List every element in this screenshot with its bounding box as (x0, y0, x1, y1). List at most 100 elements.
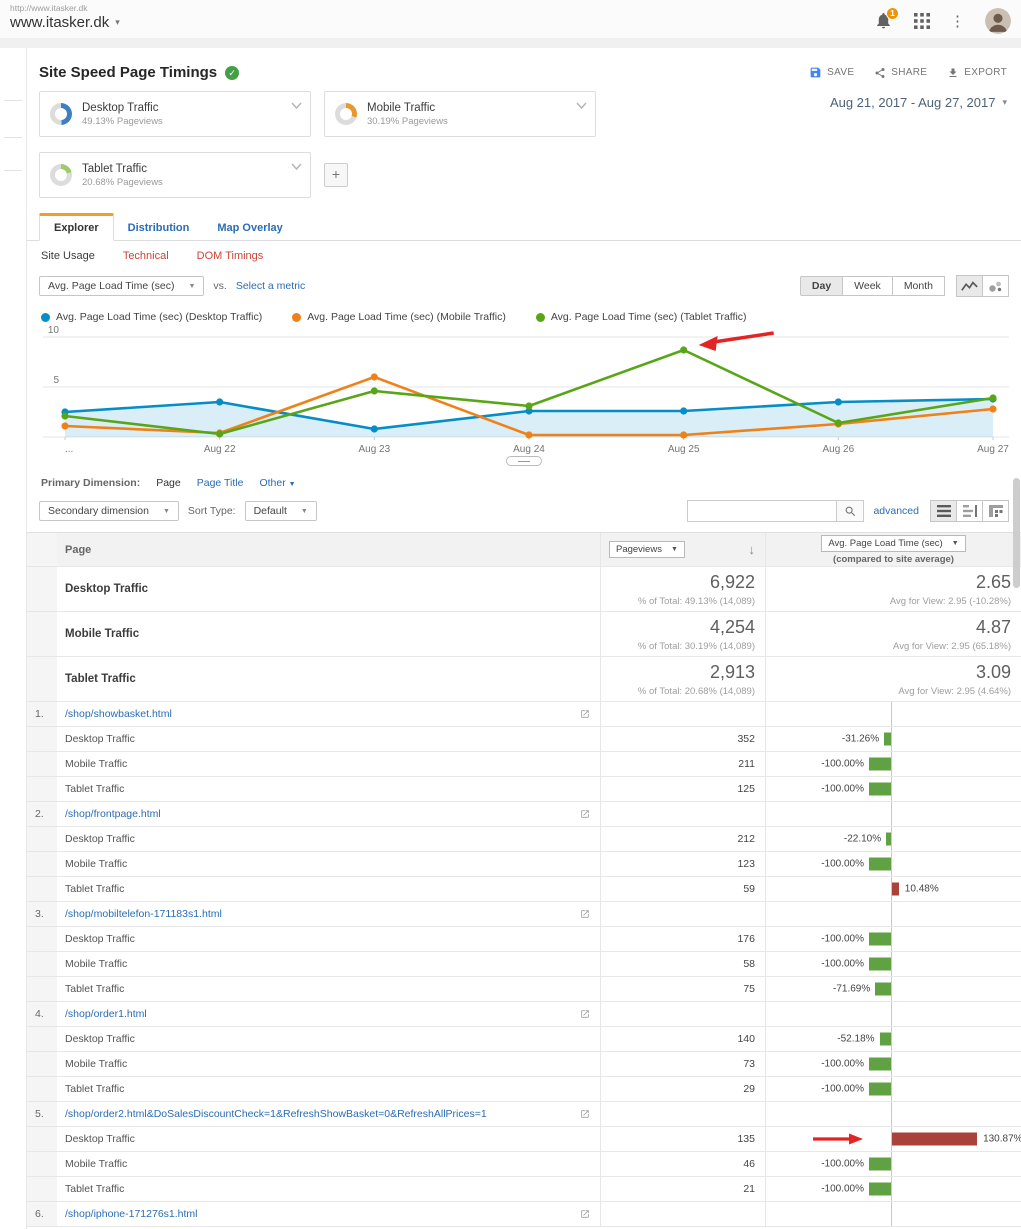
segment-card-desktop[interactable]: Desktop Traffic 49.13% Pageviews (39, 91, 311, 137)
granularity-day-button[interactable]: Day (799, 276, 844, 296)
granularity-month-button[interactable]: Month (891, 276, 945, 296)
metric-column-header: Avg. Page Load Time (sec) ▼ (compared to… (765, 533, 1021, 566)
collapsed-sidebar[interactable] (0, 48, 27, 1229)
svg-text:10: 10 (48, 325, 60, 336)
open-in-new-button[interactable] (580, 1009, 590, 1019)
change-value: -100.00% (821, 1183, 864, 1195)
open-in-new-button[interactable] (580, 909, 590, 919)
subtab-dom-timings[interactable]: DOM Timings (196, 250, 264, 262)
subtab-technical[interactable]: Technical (122, 250, 169, 262)
row-index: 2. (27, 802, 57, 826)
dimension-page[interactable]: Page (156, 477, 181, 489)
open-in-new-button[interactable] (580, 709, 590, 719)
apps-grid-button[interactable] (914, 13, 930, 29)
segment-cell: Tablet Traffic (57, 1177, 600, 1201)
open-in-new-button[interactable] (580, 809, 590, 819)
pageviews-value: 21 (600, 1177, 765, 1201)
chevron-down-icon[interactable] (291, 100, 302, 112)
bar-axis (891, 727, 892, 751)
tab-explorer[interactable]: Explorer (39, 213, 114, 241)
timeline-chart[interactable]: 5 10... Aug 22 Aug 23 Aug 24 Aug 25 Aug 26 Aug … (27, 323, 1021, 466)
segment-card-tablet[interactable]: Tablet Traffic 20.68% Pageviews (39, 152, 311, 198)
line-chart-view-button[interactable] (956, 275, 983, 297)
page-link[interactable]: /shop/order2.html&DoSalesDiscountCheck=1… (65, 1108, 487, 1120)
granularity-week-button[interactable]: Week (842, 276, 893, 296)
page-link[interactable]: /shop/showbasket.html (65, 708, 172, 720)
subtab-site-usage[interactable]: Site Usage (41, 250, 95, 262)
bar-cell (765, 902, 1021, 926)
account-url: http://www.itasker.dk (10, 3, 88, 13)
pivot-view-button[interactable] (982, 500, 1009, 522)
more-options-button[interactable]: ⋮ (950, 13, 965, 30)
chevron-down-icon: ▼ (162, 507, 170, 515)
summary-segment-cell: Tablet Traffic (57, 657, 600, 701)
dimension-page-title[interactable]: Page Title (196, 477, 244, 489)
change-value: -100.00% (821, 958, 864, 970)
row-index: 3. (27, 902, 57, 926)
change-bar (869, 782, 891, 796)
page-link[interactable]: /shop/order1.html (65, 1008, 147, 1020)
legend-item-desktop[interactable]: Avg. Page Load Time (sec) (Desktop Traff… (41, 311, 262, 323)
share-button[interactable]: SHARE (874, 67, 927, 79)
percentage-view-button[interactable] (956, 500, 983, 522)
open-in-new-button[interactable] (580, 1109, 590, 1119)
change-value: -100.00% (821, 858, 864, 870)
legend-label: Avg. Page Load Time (sec) (Mobile Traffi… (307, 311, 506, 323)
search-button[interactable] (837, 500, 865, 522)
legend-item-mobile[interactable]: Avg. Page Load Time (sec) (Mobile Traffi… (292, 311, 506, 323)
metric-column-select[interactable]: Avg. Page Load Time (sec) ▼ (821, 534, 966, 552)
bar-cell: -100.00% (765, 852, 1021, 876)
legend-item-tablet[interactable]: Avg. Page Load Time (sec) (Tablet Traffi… (535, 311, 747, 323)
pageviews-column-select[interactable]: Pageviews ▼ (609, 541, 685, 558)
tab-map-overlay[interactable]: Map Overlay (217, 222, 283, 234)
table-header-row: Page Pageviews ▼ ↓ Avg. Page Load Time (… (27, 533, 1021, 567)
sort-type-select[interactable]: Default ▼ (244, 501, 317, 521)
page-link[interactable]: /shop/mobiltelefon-171183s1.html (65, 908, 222, 920)
pageviews-select-value: Pageviews (616, 544, 662, 555)
bar-axis (891, 1202, 892, 1226)
page-column-header[interactable]: Page (65, 543, 92, 556)
pageviews-value: 140 (600, 1027, 765, 1051)
segment-data-row: Mobile Traffic 211 -100.00% (27, 752, 1021, 777)
summary-pageviews-cell: 4,254 % of Total: 30.19% (14,089) (600, 612, 765, 656)
scrollbar-thumb[interactable] (1013, 478, 1020, 588)
segment-label: Tablet Traffic (65, 783, 125, 795)
summary-row: Mobile Traffic 4,254 % of Total: 30.19% (1… (27, 612, 1021, 657)
property-switcher[interactable]: www.itasker.dk ▾ (10, 14, 120, 31)
top-bar: http://www.itasker.dk www.itasker.dk ▾ 1… (0, 0, 1021, 38)
avatar[interactable] (985, 8, 1011, 34)
notifications-button[interactable]: 1 (874, 7, 899, 31)
chevron-down-icon: ▼ (188, 282, 196, 290)
sort-type-label: Sort Type: (187, 505, 236, 517)
timeline-scroll-handle[interactable] (506, 456, 542, 466)
segment-data-row: Desktop Traffic 352 -31.26% (27, 727, 1021, 752)
tab-distribution[interactable]: Distribution (127, 222, 190, 234)
secondary-dimension-button[interactable]: Secondary dimension ▼ (39, 501, 179, 521)
svg-text:Aug 23: Aug 23 (358, 444, 390, 455)
date-range-picker[interactable]: Aug 21, 2017 - Aug 27, 2017 ▾ (830, 95, 1007, 110)
change-bar (892, 882, 899, 896)
open-in-new-button[interactable] (580, 1209, 590, 1219)
change-value: -31.26% (841, 733, 880, 745)
page-link[interactable]: /shop/iphone-171276s1.html (65, 1208, 198, 1220)
save-button[interactable]: SAVE (809, 66, 854, 79)
table-search-input[interactable] (687, 500, 838, 522)
chevron-down-icon[interactable] (576, 100, 587, 112)
advanced-search-link[interactable]: advanced (873, 505, 919, 517)
export-button[interactable]: EXPORT (947, 67, 1007, 79)
select-a-metric-link[interactable]: Select a metric (235, 280, 306, 292)
segment-cell: Desktop Traffic (57, 1127, 600, 1151)
motion-chart-view-button[interactable] (982, 275, 1009, 297)
pageviews-value: 135 (600, 1127, 765, 1151)
metric-select[interactable]: Avg. Page Load Time (sec) ▼ (39, 276, 205, 296)
pageviews-cell (600, 1002, 765, 1026)
add-segment-button[interactable]: + (324, 163, 348, 187)
sort-direction-icon[interactable]: ↓ (748, 542, 756, 557)
bar-cell (765, 1202, 1021, 1226)
segment-card-mobile[interactable]: Mobile Traffic 30.19% Pageviews (324, 91, 596, 137)
dimension-other[interactable]: Other ▼ (259, 477, 295, 489)
data-table-view-button[interactable] (930, 500, 957, 522)
page-link[interactable]: /shop/frontpage.html (65, 808, 161, 820)
chevron-down-icon[interactable] (291, 161, 302, 173)
change-value: -100.00% (821, 783, 864, 795)
